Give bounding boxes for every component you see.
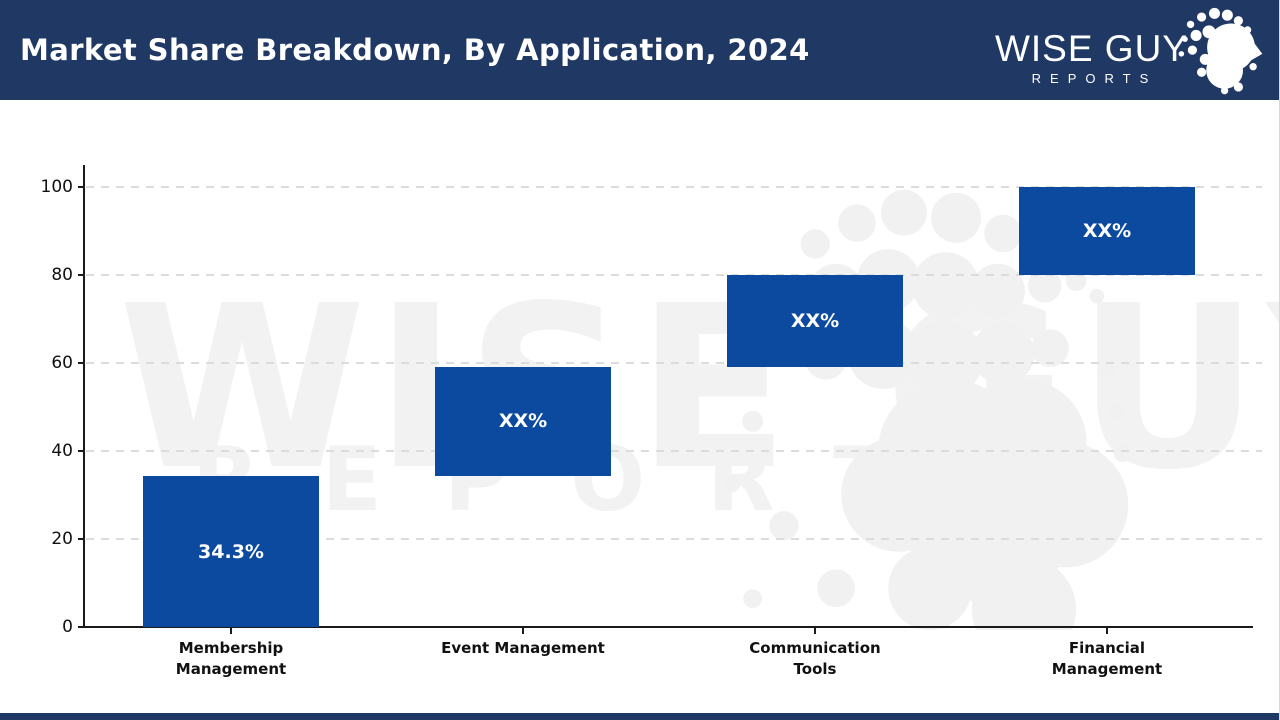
gridline [86,186,1262,188]
gridline [86,274,1262,276]
y-tick-label: 100 [40,177,73,197]
logo-subtext: REPORTS [1031,71,1158,86]
x-category-label: Communication Tools [749,639,881,678]
gridline [86,538,1262,540]
wiseguy-logo: WISE GUY REPORTS [995,6,1266,98]
y-tick-label: 20 [51,529,73,549]
y-tick-label: 0 [62,617,73,637]
gridline [86,362,1262,364]
y-tick-label: 40 [51,441,73,461]
page-title: Market Share Breakdown, By Application, … [20,33,810,67]
y-tick-mark [78,274,84,276]
bar-value-label: XX% [1082,220,1132,243]
x-tick-mark [814,628,816,634]
logo-wordmark: WISE GUY [994,28,1188,69]
bar: XX% [435,366,611,477]
footer-bar [0,713,1279,720]
y-tick-mark [78,186,84,188]
y-tick-label: 60 [51,353,73,373]
logo-text: WISE GUY REPORTS [995,28,1188,86]
logo-head-icon [1178,7,1263,95]
bar-value-label: XX% [790,309,840,332]
y-axis-line [83,165,85,628]
header: Market Share Breakdown, By Application, … [0,0,1279,100]
x-category-label: Financial Management [1051,639,1163,678]
gridline [86,450,1262,452]
y-tick-mark [78,362,84,364]
bar: XX% [1019,187,1195,276]
bar: XX% [727,275,903,367]
y-tick-mark [78,538,84,540]
bar-value-label: 34.3% [198,540,264,563]
x-tick-mark [1106,628,1108,634]
y-tick-mark [78,450,84,452]
bar-value-label: XX% [498,410,548,433]
y-tick-mark [78,626,84,628]
bar: 34.3% [143,476,319,627]
x-tick-mark [522,628,524,634]
y-tick-label: 80 [51,265,73,285]
x-category-label: Membership Management [175,639,287,678]
x-category-label: Event Management [441,639,605,657]
x-axis-line [83,626,1253,628]
x-tick-mark [230,628,232,634]
